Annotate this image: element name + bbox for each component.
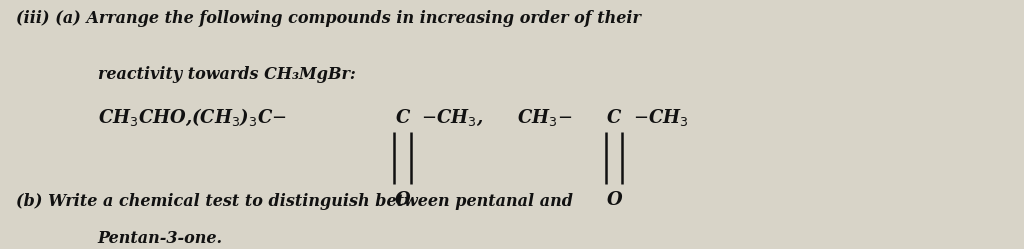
Text: (iii) (a) Arrange the following compounds in increasing order of their: (iii) (a) Arrange the following compound… bbox=[16, 10, 641, 27]
Text: (b) Write a chemical test to distinguish between pentanal and: (b) Write a chemical test to distinguish… bbox=[16, 193, 573, 210]
Text: reactivity towards CH₃MgBr:: reactivity towards CH₃MgBr: bbox=[98, 66, 355, 83]
Text: Pentan-3-one.: Pentan-3-one. bbox=[98, 231, 223, 248]
Text: O: O bbox=[395, 191, 411, 209]
Text: O: O bbox=[606, 191, 622, 209]
Text: C: C bbox=[607, 109, 622, 127]
Text: $-$CH$_3$,: $-$CH$_3$, bbox=[421, 108, 483, 128]
Text: CH$_3$CHO,(CH$_3$)$_3$C$-$: CH$_3$CHO,(CH$_3$)$_3$C$-$ bbox=[98, 107, 287, 128]
Text: CH$_3$$-$: CH$_3$$-$ bbox=[517, 107, 572, 128]
Text: $-$CH$_3$: $-$CH$_3$ bbox=[633, 107, 688, 128]
Text: C: C bbox=[395, 109, 410, 127]
